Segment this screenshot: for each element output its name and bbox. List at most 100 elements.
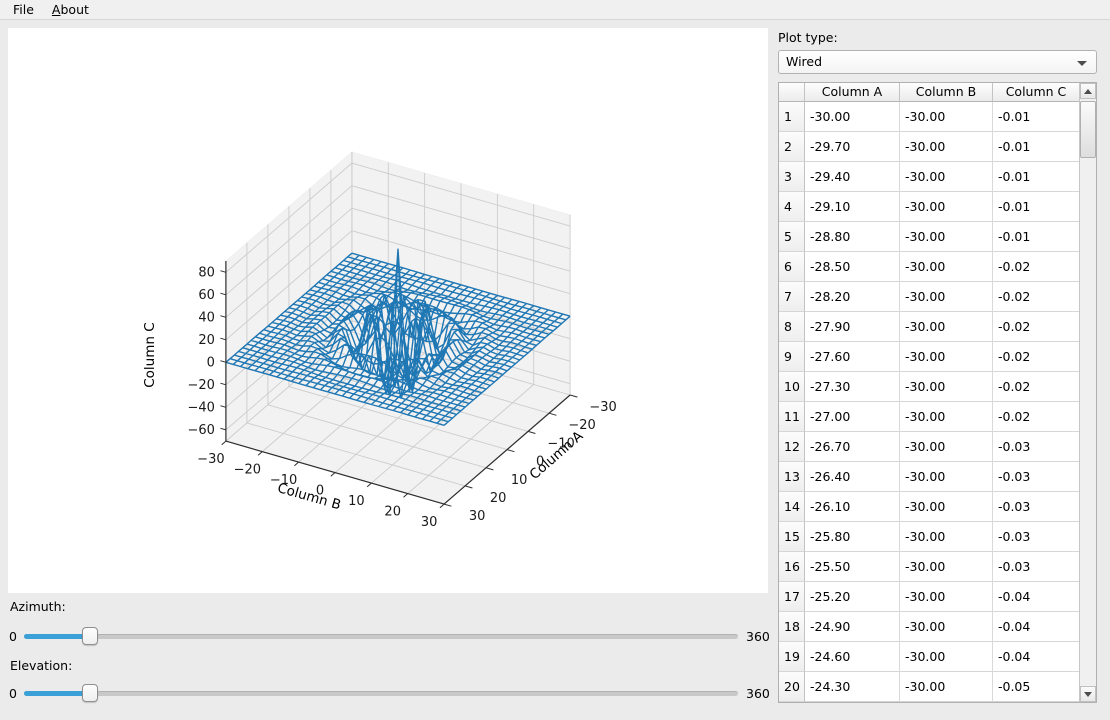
tick-label: 0	[207, 355, 215, 370]
table-row: 12 -26.70 -30.00 -0.03	[779, 432, 1096, 462]
row-number[interactable]: 13	[779, 462, 805, 492]
row-number[interactable]: 8	[779, 312, 805, 342]
cell-column-a[interactable]: -24.90	[805, 612, 900, 642]
cell-column-c[interactable]: -0.03	[993, 552, 1079, 582]
cell-column-b[interactable]: -30.00	[900, 132, 993, 162]
cell-column-c[interactable]: -0.04	[993, 582, 1079, 612]
row-number[interactable]: 3	[779, 162, 805, 192]
cell-column-a[interactable]: -26.10	[805, 492, 900, 522]
cell-column-a[interactable]: -26.70	[805, 432, 900, 462]
elevation-slider-track[interactable]	[24, 683, 738, 702]
menu-file[interactable]: File	[13, 1, 34, 17]
row-number[interactable]: 5	[779, 222, 805, 252]
scroll-down-button[interactable]	[1080, 686, 1096, 702]
cell-column-b[interactable]: -30.00	[900, 162, 993, 192]
plot-type-combobox[interactable]: Wired	[778, 50, 1097, 74]
cell-column-c[interactable]: -0.02	[993, 252, 1079, 282]
cell-column-c[interactable]: -0.03	[993, 522, 1079, 552]
cell-column-c[interactable]: -0.01	[993, 102, 1079, 132]
cell-column-b[interactable]: -30.00	[900, 432, 993, 462]
cell-column-b[interactable]: -30.00	[900, 462, 993, 492]
cell-column-a[interactable]: -27.60	[805, 342, 900, 372]
cell-column-a[interactable]: -24.30	[805, 672, 900, 702]
cell-column-a[interactable]: -28.80	[805, 222, 900, 252]
cell-column-c[interactable]: -0.04	[993, 642, 1079, 672]
cell-column-c[interactable]: -0.02	[993, 402, 1079, 432]
row-number[interactable]: 7	[779, 282, 805, 312]
row-number[interactable]: 6	[779, 252, 805, 282]
col-header-column-a[interactable]: Column A	[805, 83, 900, 102]
cell-column-a[interactable]: -28.20	[805, 282, 900, 312]
row-number[interactable]: 18	[779, 612, 805, 642]
cell-column-c[interactable]: -0.05	[993, 672, 1079, 702]
cell-column-b[interactable]: -30.00	[900, 612, 993, 642]
row-number[interactable]: 2	[779, 132, 805, 162]
cell-column-b[interactable]: -30.00	[900, 282, 993, 312]
row-number[interactable]: 20	[779, 672, 805, 702]
cell-column-b[interactable]: -30.00	[900, 672, 993, 702]
cell-column-a[interactable]: -29.10	[805, 192, 900, 222]
cell-column-c[interactable]: -0.02	[993, 372, 1079, 402]
elevation-slider-handle[interactable]	[81, 683, 98, 702]
cell-column-b[interactable]: -30.00	[900, 342, 993, 372]
menu-about[interactable]: About	[51, 1, 89, 17]
cell-column-b[interactable]: -30.00	[900, 372, 993, 402]
row-number[interactable]: 16	[779, 552, 805, 582]
row-number[interactable]: 11	[779, 402, 805, 432]
cell-column-c[interactable]: -0.04	[993, 612, 1079, 642]
scrollbar-thumb[interactable]	[1080, 101, 1096, 158]
cell-column-a[interactable]: -27.30	[805, 372, 900, 402]
cell-column-c[interactable]: -0.01	[993, 162, 1079, 192]
azimuth-slider-track[interactable]	[24, 626, 738, 645]
elevation-min-label: 0	[9, 685, 17, 701]
cell-column-a[interactable]: -25.50	[805, 552, 900, 582]
cell-column-a[interactable]: -27.90	[805, 312, 900, 342]
table-scrollbar[interactable]	[1079, 83, 1096, 702]
cell-column-a[interactable]: -27.00	[805, 402, 900, 432]
row-number[interactable]: 1	[779, 102, 805, 132]
cell-column-b[interactable]: -30.00	[900, 492, 993, 522]
elevation-slider[interactable]: 0 360	[0, 683, 776, 703]
cell-column-b[interactable]: -30.00	[900, 252, 993, 282]
arrow-up-icon	[1084, 88, 1092, 94]
cell-column-c[interactable]: -0.01	[993, 222, 1079, 252]
cell-column-c[interactable]: -0.02	[993, 282, 1079, 312]
azimuth-slider-handle[interactable]	[81, 626, 98, 645]
cell-column-c[interactable]: -0.01	[993, 132, 1079, 162]
row-number[interactable]: 14	[779, 492, 805, 522]
cell-column-c[interactable]: -0.02	[993, 312, 1079, 342]
cell-column-a[interactable]: -24.60	[805, 642, 900, 672]
cell-column-b[interactable]: -30.00	[900, 192, 993, 222]
cell-column-a[interactable]: -29.70	[805, 132, 900, 162]
col-header-column-c[interactable]: Column C	[993, 83, 1079, 102]
cell-column-a[interactable]: -26.40	[805, 462, 900, 492]
row-number[interactable]: 9	[779, 342, 805, 372]
cell-column-b[interactable]: -30.00	[900, 582, 993, 612]
cell-column-a[interactable]: -25.20	[805, 582, 900, 612]
cell-column-b[interactable]: -30.00	[900, 312, 993, 342]
row-number[interactable]: 19	[779, 642, 805, 672]
col-header-column-b[interactable]: Column B	[900, 83, 993, 102]
row-number[interactable]: 10	[779, 372, 805, 402]
row-number[interactable]: 17	[779, 582, 805, 612]
cell-column-a[interactable]: -28.50	[805, 252, 900, 282]
cell-column-a[interactable]: -29.40	[805, 162, 900, 192]
cell-column-b[interactable]: -30.00	[900, 102, 993, 132]
cell-column-b[interactable]: -30.00	[900, 552, 993, 582]
cell-column-b[interactable]: -30.00	[900, 222, 993, 252]
cell-column-b[interactable]: -30.00	[900, 522, 993, 552]
row-number[interactable]: 15	[779, 522, 805, 552]
cell-column-c[interactable]: -0.03	[993, 432, 1079, 462]
azimuth-slider[interactable]: 0 360	[0, 626, 776, 646]
cell-column-a[interactable]: -25.80	[805, 522, 900, 552]
cell-column-b[interactable]: -30.00	[900, 402, 993, 432]
cell-column-c[interactable]: -0.01	[993, 192, 1079, 222]
cell-column-b[interactable]: -30.00	[900, 642, 993, 672]
cell-column-a[interactable]: -30.00	[805, 102, 900, 132]
cell-column-c[interactable]: -0.02	[993, 342, 1079, 372]
cell-column-c[interactable]: -0.03	[993, 462, 1079, 492]
cell-column-c[interactable]: -0.03	[993, 492, 1079, 522]
scroll-up-button[interactable]	[1080, 83, 1096, 99]
row-number[interactable]: 12	[779, 432, 805, 462]
row-number[interactable]: 4	[779, 192, 805, 222]
